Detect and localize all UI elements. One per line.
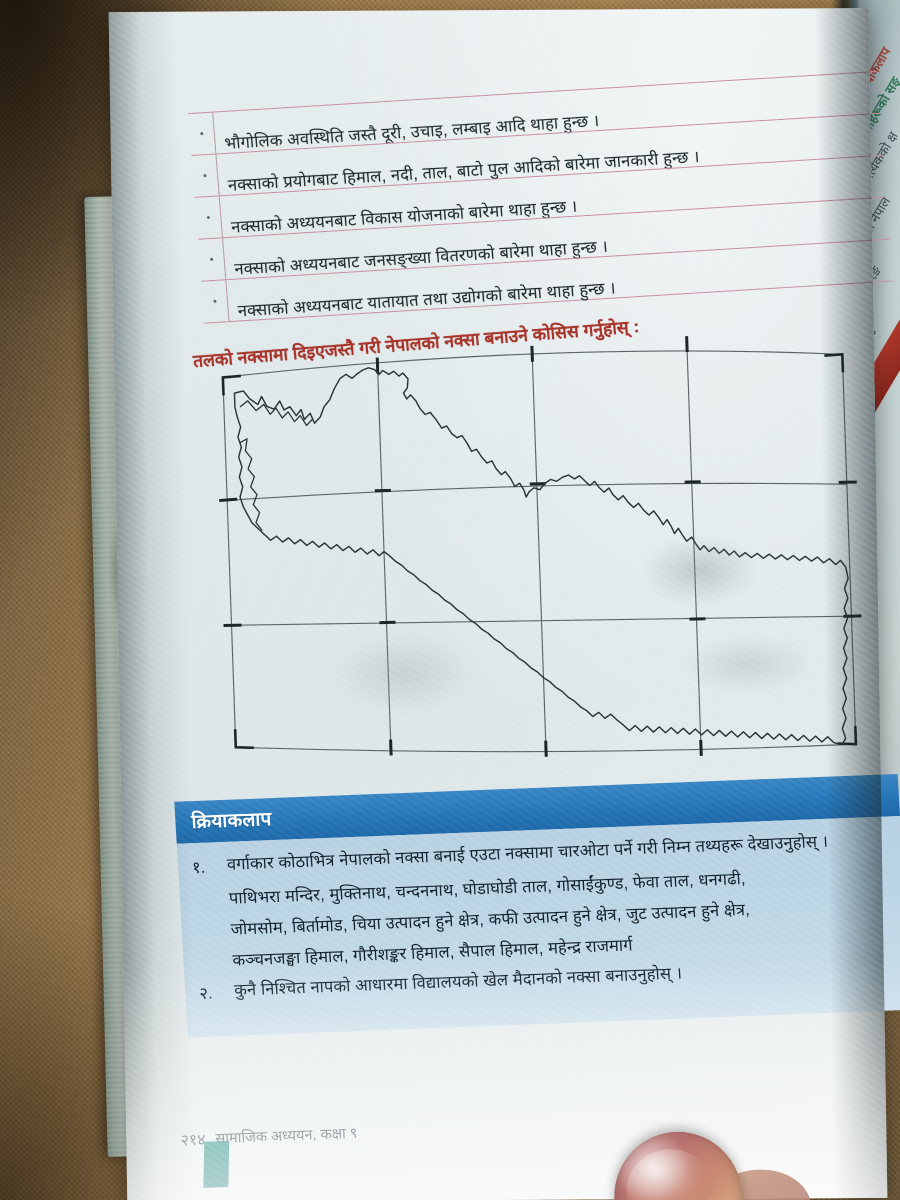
page-bottom-highlight — [123, 957, 888, 1200]
bullet-text: नक्साको अध्ययनबाट यातायात तथा उद्योगको ब… — [237, 279, 617, 321]
map-grid-ticks — [219, 336, 862, 757]
map-ghost-print — [682, 633, 815, 697]
textbook-page: • भौगोलिक अवस्थिति जस्तै दूरी, उचाइ, लम्… — [108, 8, 900, 1200]
map-grid — [222, 344, 857, 753]
map-smudge — [331, 631, 475, 715]
benefits-bullet-table: • भौगोलिक अवस्थिति जस्तै दूरी, उचाइ, लम्… — [188, 70, 894, 324]
map-svg — [219, 336, 862, 757]
bullet-marker: • — [194, 196, 223, 239]
bullet-marker: • — [188, 112, 217, 156]
thumbnail — [619, 1141, 717, 1200]
bullet-marker: • — [201, 280, 230, 323]
bullet-marker: • — [198, 238, 227, 281]
nepal-border-detail — [238, 400, 313, 531]
activity-item-number: १. — [191, 858, 206, 878]
bullet-marker: • — [191, 154, 220, 197]
map-smudge — [638, 534, 762, 608]
nepal-outline-map — [202, 332, 875, 780]
